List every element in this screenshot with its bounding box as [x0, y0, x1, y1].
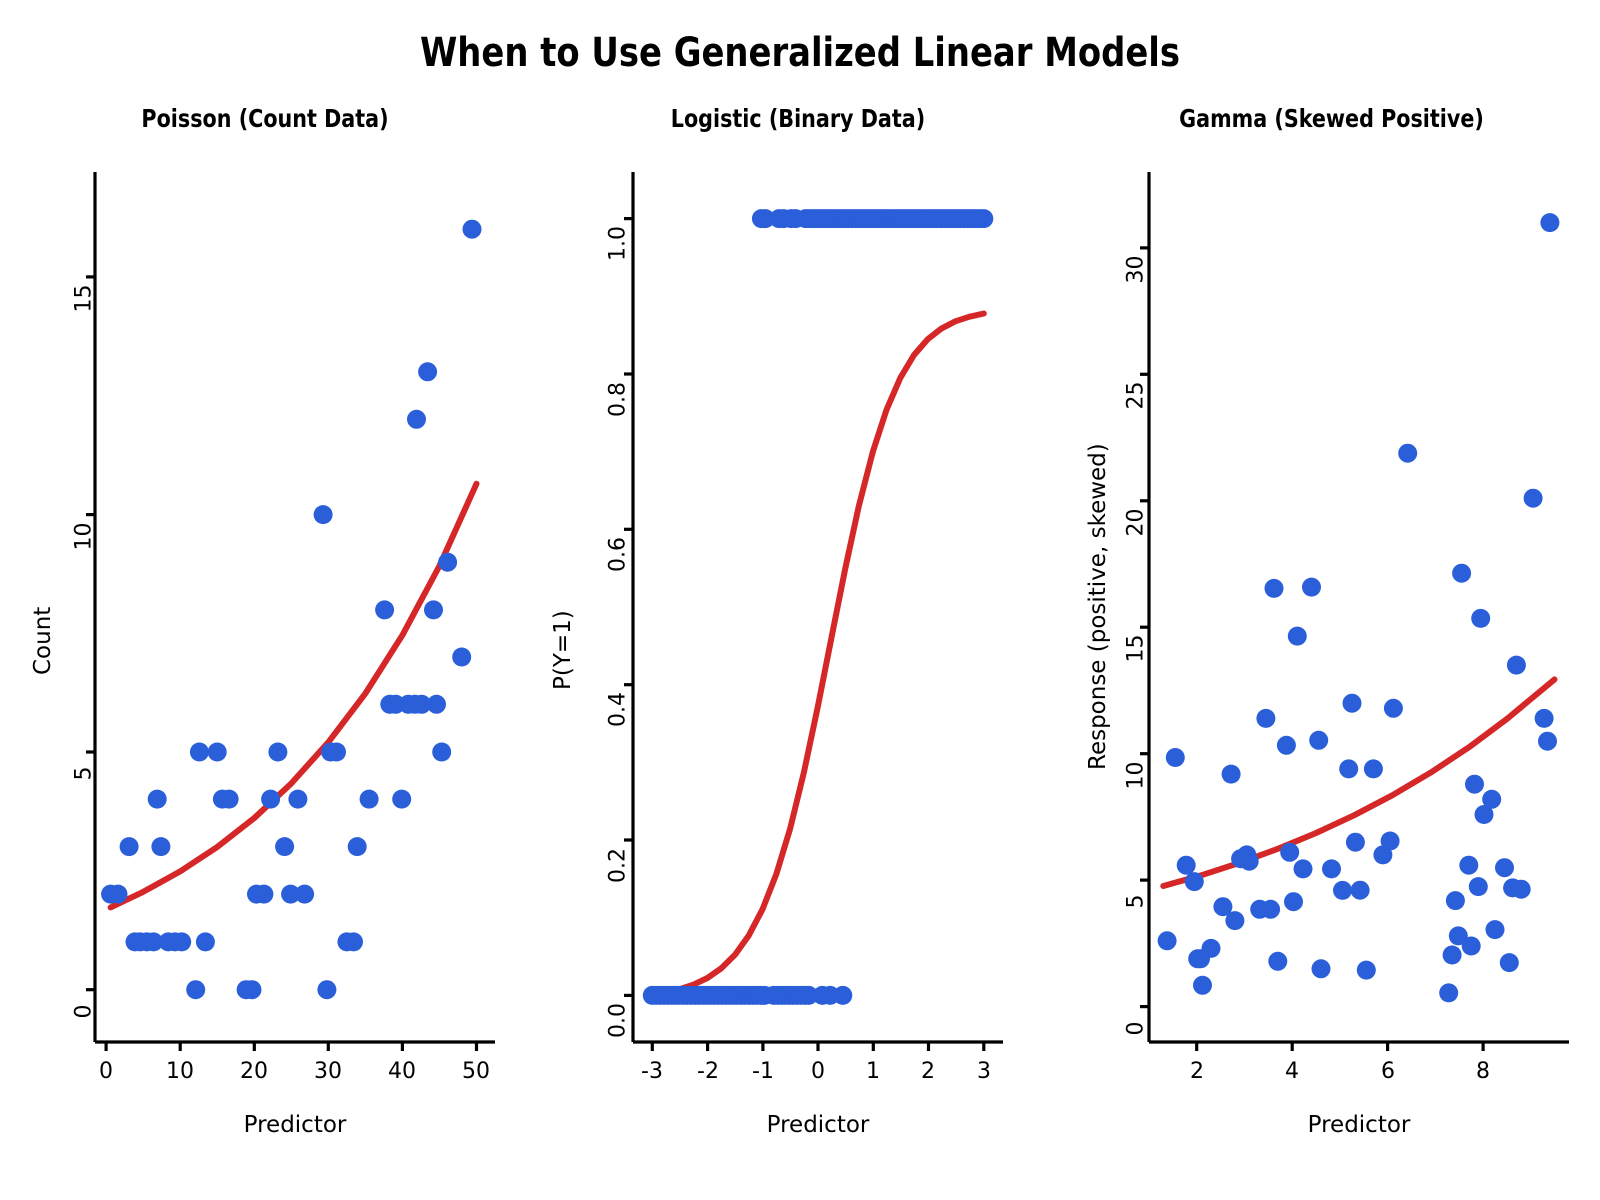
fit-curve-logistic — [649, 310, 987, 998]
xtick-label-logistic-3: 0 — [811, 1059, 825, 1084]
xtick-label-logistic-6: 3 — [977, 1059, 991, 1084]
xtick-label-poisson-0: 0 — [99, 1059, 113, 1084]
xtick-label-logistic-0: -3 — [641, 1059, 663, 1084]
scatter-points-gamma — [1157, 213, 1560, 1003]
xtick-marks-logistic — [650, 1042, 986, 1051]
xtick-marks-poisson — [104, 1042, 479, 1051]
axis-spines-gamma — [1147, 172, 1569, 1044]
ytick-label-gamma-4: 20 — [1123, 508, 1149, 537]
ytick-label-poisson-0: 0 — [71, 1004, 97, 1019]
ytick-marks-gamma — [1140, 246, 1149, 1009]
ytick-marks-logistic — [624, 216, 633, 998]
axes-logistic — [624, 172, 1003, 1051]
ylabel-logistic: P(Y=1) — [550, 610, 576, 690]
xtick-label-poisson-2: 20 — [240, 1059, 268, 1084]
ytick-label-gamma-1: 5 — [1123, 894, 1149, 909]
ytick-label-gamma-6: 30 — [1123, 255, 1149, 284]
xtick-label-poisson-1: 10 — [166, 1059, 194, 1084]
ytick-label-poisson-1: 5 — [71, 766, 97, 781]
axes-gamma — [1140, 172, 1569, 1051]
xlabel-poisson: Predictor — [243, 1112, 347, 1138]
xtick-label-poisson-5: 50 — [462, 1059, 490, 1084]
panel-title-gamma: Gamma (Skewed Positive) — [1179, 104, 1484, 133]
panel-title-logistic: Logistic (Binary Data) — [670, 104, 926, 133]
xtick-marks-gamma — [1195, 1042, 1485, 1051]
xtick-label-poisson-4: 40 — [388, 1059, 416, 1084]
xlabel-gamma: Predictor — [1307, 1112, 1411, 1138]
xtick-label-poisson-3: 30 — [314, 1059, 342, 1084]
xtick-label-gamma-2: 6 — [1381, 1059, 1395, 1084]
scatter-points-logistic-y0 — [642, 985, 853, 1005]
xtick-label-gamma-1: 4 — [1285, 1059, 1299, 1084]
ylabel-gamma: Response (positive, skewed) — [1085, 443, 1111, 770]
xtick-label-logistic-5: 2 — [921, 1059, 935, 1084]
ytick-label-logistic-5: 1.0 — [605, 226, 631, 261]
xtick-label-gamma-3: 8 — [1476, 1059, 1490, 1084]
fit-curve-gamma — [1160, 676, 1558, 889]
ytick-label-poisson-2: 10 — [71, 522, 97, 551]
xtick-label-logistic-1: -2 — [697, 1059, 719, 1084]
xlabel-logistic: Predictor — [766, 1112, 870, 1138]
ytick-label-gamma-2: 10 — [1123, 761, 1149, 790]
panel-title-poisson: Poisson (Count Data) — [141, 104, 389, 133]
axis-spines-poisson — [93, 172, 495, 1044]
xtick-label-logistic-2: -1 — [752, 1059, 774, 1084]
ytick-label-logistic-4: 0.8 — [605, 382, 631, 417]
ytick-marks-poisson — [86, 275, 95, 992]
axes-poisson — [86, 172, 495, 1051]
ytick-label-logistic-3: 0.6 — [605, 537, 631, 572]
ytick-label-logistic-0: 0.0 — [605, 1003, 631, 1038]
fit-curve-poisson — [107, 480, 480, 911]
ylabel-poisson: Count — [30, 606, 56, 675]
axis-spines-logistic — [631, 172, 1003, 1044]
xtick-label-logistic-4: 1 — [866, 1059, 880, 1084]
ytick-label-gamma-3: 15 — [1123, 634, 1149, 663]
ytick-label-logistic-2: 0.4 — [605, 692, 631, 727]
ytick-label-poisson-3: 15 — [71, 284, 97, 313]
panel-gamma: Gamma (Skewed Positive) — [1063, 0, 1600, 1200]
panel-logistic: Logistic (Binary Data) — [533, 0, 1063, 1200]
scatter-points-logistic-y1 — [751, 209, 994, 229]
ytick-label-logistic-1: 0.2 — [605, 848, 631, 883]
scatter-points-poisson — [101, 219, 482, 1000]
ytick-label-gamma-5: 25 — [1123, 381, 1149, 410]
figure-title: When to Use Generalized Linear Models — [419, 30, 1181, 76]
ytick-label-gamma-0: 0 — [1123, 1021, 1149, 1036]
panel-poisson: Poisson (Count Data) — [0, 0, 530, 1200]
xtick-label-gamma-0: 2 — [1190, 1059, 1204, 1084]
